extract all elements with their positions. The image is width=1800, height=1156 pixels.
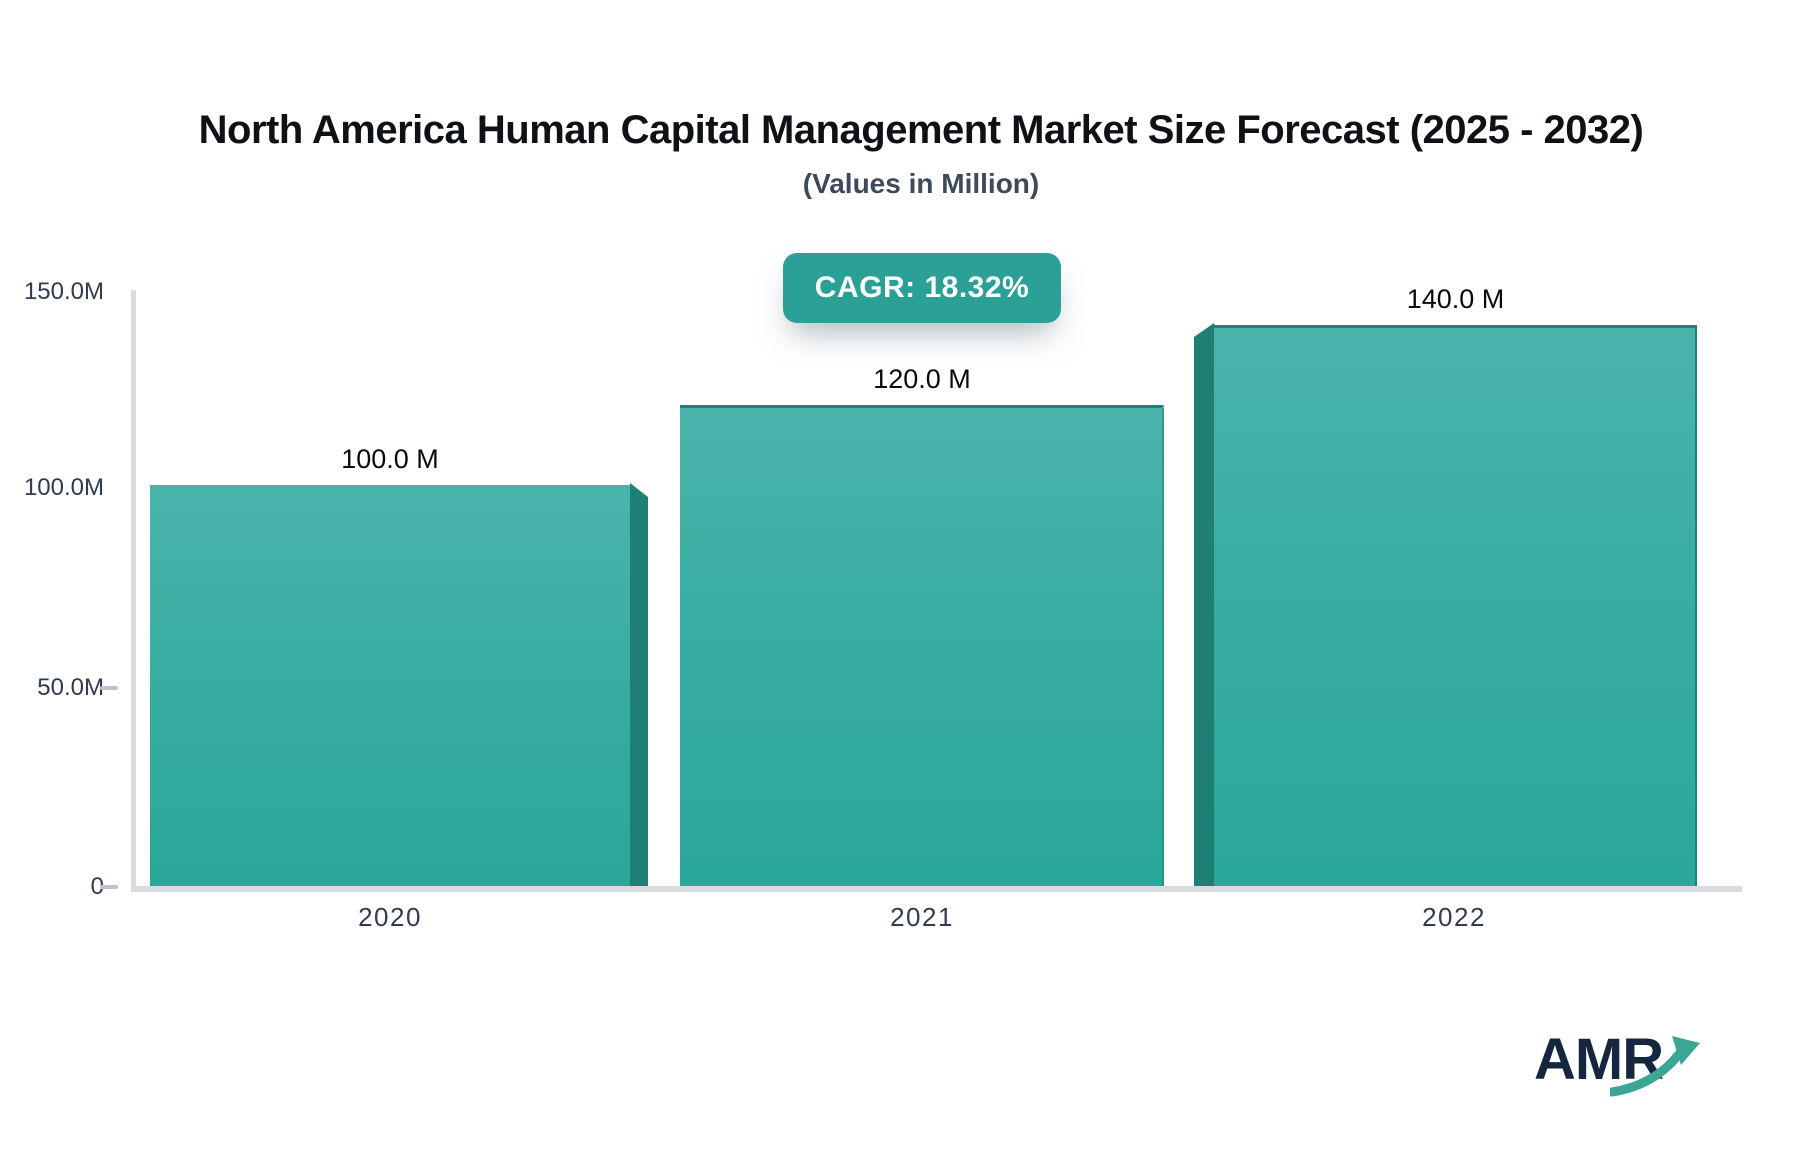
- bar-face: [1214, 325, 1697, 886]
- y-tick-label-150: 150.0M: [23, 278, 104, 305]
- growth-arrow-icon: [1610, 1036, 1700, 1097]
- y-tick-mark-0: [100, 885, 118, 889]
- x-axis-line: [131, 886, 1742, 892]
- x-tick-label-2021: 2021: [890, 902, 954, 932]
- chart-subtitle: (Values in Million): [802, 168, 1040, 199]
- bar-face: [150, 485, 630, 886]
- x-tick-label-2020: 2020: [358, 902, 422, 932]
- bar-side-face: [1194, 323, 1214, 886]
- x-tick-label-2022: 2022: [1422, 902, 1486, 932]
- y-tick-label-50: 50.0M: [37, 674, 104, 701]
- y-tick-mark-50: [100, 686, 118, 690]
- bar-value-label: 140.0 M: [1406, 284, 1505, 314]
- amr-logo: AMR: [1534, 1030, 1724, 1110]
- bar-value-label: 120.0 M: [873, 364, 971, 394]
- bar-face: [680, 405, 1164, 886]
- bar-value-label: 100.0 M: [341, 444, 439, 474]
- bar-side-face: [630, 483, 648, 886]
- y-tick-label-0: 0: [90, 873, 104, 900]
- cagr-badge: CAGR: 18.32%: [783, 253, 1061, 323]
- y-tick-label-100: 100.0M: [23, 474, 104, 501]
- y-axis-line: [131, 290, 136, 892]
- chart-title: North America Human Capital Management M…: [198, 108, 1644, 152]
